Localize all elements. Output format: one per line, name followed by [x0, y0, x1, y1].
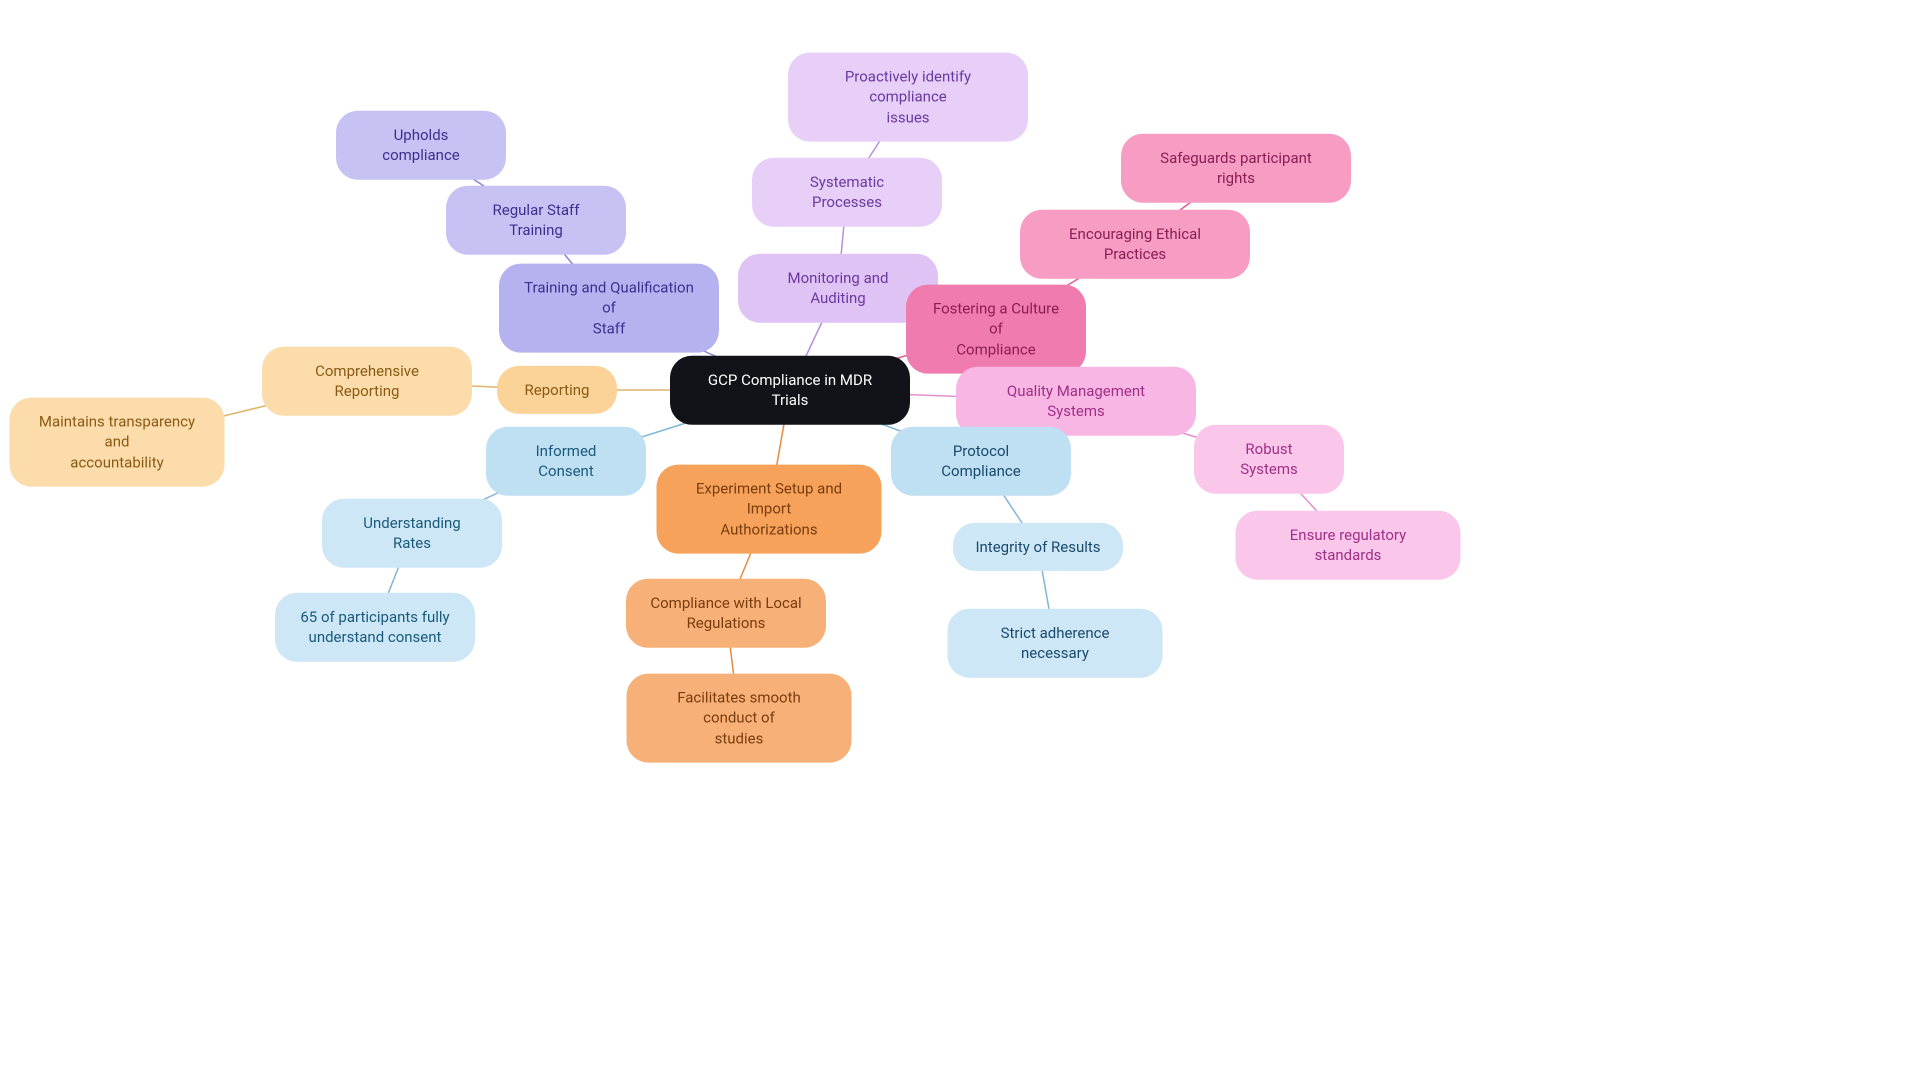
- node-experiment_smooth: Facilitates smooth conduct of studies: [627, 674, 852, 763]
- node-qms_ensure: Ensure regulatory standards: [1236, 511, 1461, 580]
- node-protocol_integrity: Integrity of Results: [953, 523, 1123, 571]
- node-monitoring_sys: Systematic Processes: [752, 158, 942, 227]
- node-culture_safeguards: Safeguards participant rights: [1121, 134, 1351, 203]
- node-reporting_comp: Comprehensive Reporting: [262, 347, 472, 416]
- node-culture_ethical: Encouraging Ethical Practices: [1020, 210, 1250, 279]
- node-consent_understanding: Understanding Rates: [322, 499, 502, 568]
- node-qms_robust: Robust Systems: [1194, 425, 1344, 494]
- node-experiment: Experiment Setup and Import Authorizatio…: [657, 465, 882, 554]
- node-protocol: Protocol Compliance: [891, 427, 1071, 496]
- node-reporting: Reporting: [497, 366, 617, 414]
- node-culture: Fostering a Culture of Compliance: [906, 285, 1086, 374]
- node-training_upholds: Upholds compliance: [336, 111, 506, 180]
- node-training: Training and Qualification of Staff: [499, 264, 719, 353]
- node-experiment_local: Compliance with Local Regulations: [626, 579, 826, 648]
- node-reporting_maintain: Maintains transparency and accountabilit…: [10, 398, 225, 487]
- node-training_regular: Regular Staff Training: [446, 186, 626, 255]
- node-root: GCP Compliance in MDR Trials: [670, 356, 910, 425]
- node-monitoring_proactive: Proactively identify compliance issues: [788, 53, 1028, 142]
- node-consent_65: 65 of participants fully understand cons…: [275, 593, 475, 662]
- node-qms: Quality Management Systems: [956, 367, 1196, 436]
- node-consent: Informed Consent: [486, 427, 646, 496]
- node-protocol_strict: Strict adherence necessary: [948, 609, 1163, 678]
- mindmap-canvas: GCP Compliance in MDR TrialsTraining and…: [0, 0, 1920, 1083]
